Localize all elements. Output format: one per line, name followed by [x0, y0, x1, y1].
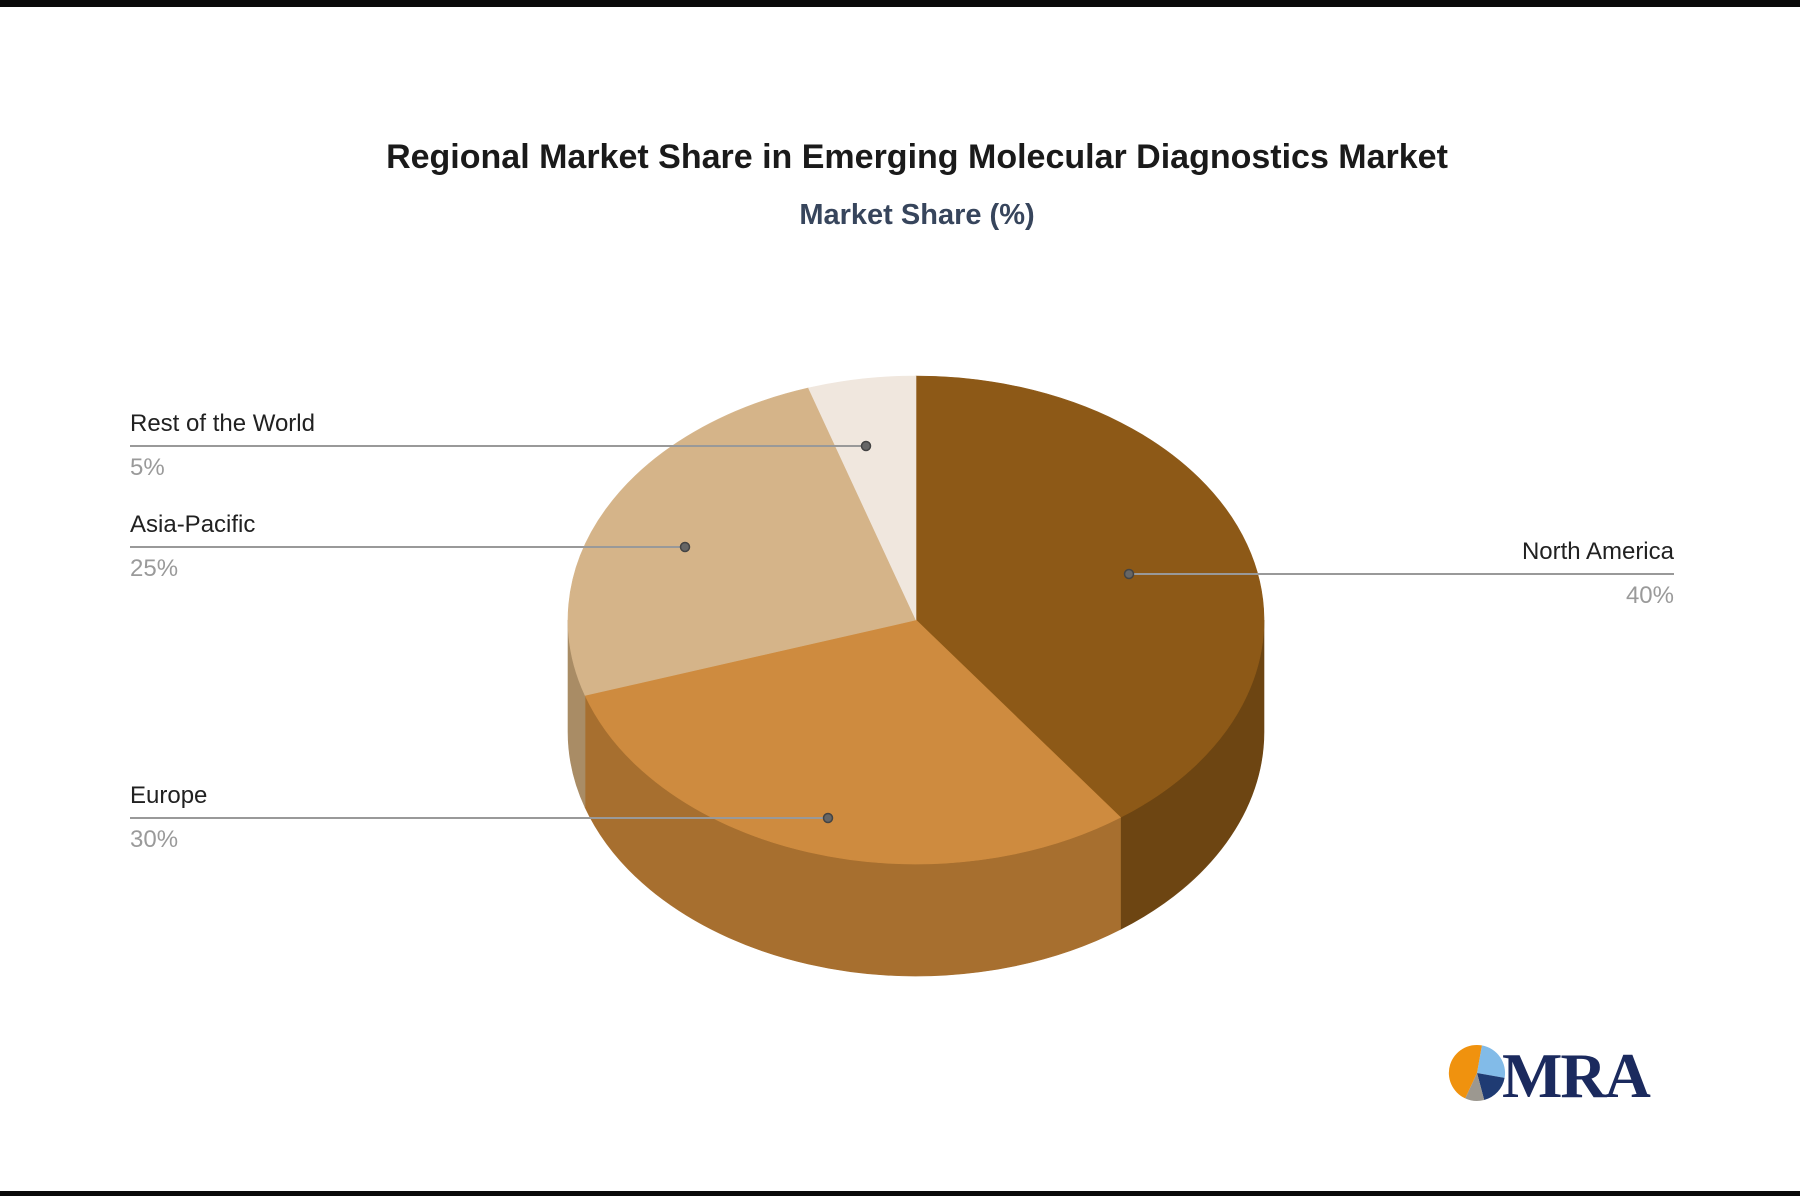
slice-label-value-north-america: 40%	[1625, 582, 1674, 609]
slice-label-name-europe: Europe	[130, 782, 208, 809]
logo-pie-slice-lightblue	[1477, 1045, 1506, 1078]
slice-label-name-north-america: North America	[1521, 538, 1674, 565]
connector-dot-europe	[822, 812, 834, 824]
chart-title: Regional Market Share in Emerging Molecu…	[386, 138, 1448, 176]
slice-label-value-europe: 30%	[130, 826, 179, 853]
connector-dot-rest-of-the-world	[860, 440, 872, 452]
logo-pie-slice-navy	[1477, 1073, 1505, 1100]
bottom-border	[0, 1191, 1800, 1196]
chart-subtitle: Market Share (%)	[799, 199, 1035, 231]
slice-label-name-asia-pacific: Asia-Pacific	[130, 511, 256, 538]
pie-slice-rest-of-the-world[interactable]	[808, 375, 917, 621]
slice-label-value-asia-pacific: 25%	[130, 555, 179, 582]
brand-logo: MRA	[1448, 1040, 1653, 1111]
connector-dot-north-america	[1123, 568, 1135, 580]
connector-dot-asia-pacific	[679, 541, 691, 553]
logo-pie-slice-orange	[1448, 1044, 1482, 1099]
slice-label-name-rest-of-the-world: Rest of the World	[130, 410, 315, 437]
slice-label-value-rest-of-the-world: 5%	[130, 454, 165, 481]
pie-slice-europe[interactable]	[584, 619, 1122, 865]
top-border	[0, 0, 1800, 7]
logo-pie-slice-gray	[1465, 1073, 1485, 1101]
logo-text: MRA	[1502, 1040, 1651, 1111]
pie-slice-north-america[interactable]	[915, 375, 1265, 818]
pie-slice-asia-pacific[interactable]	[567, 387, 917, 696]
